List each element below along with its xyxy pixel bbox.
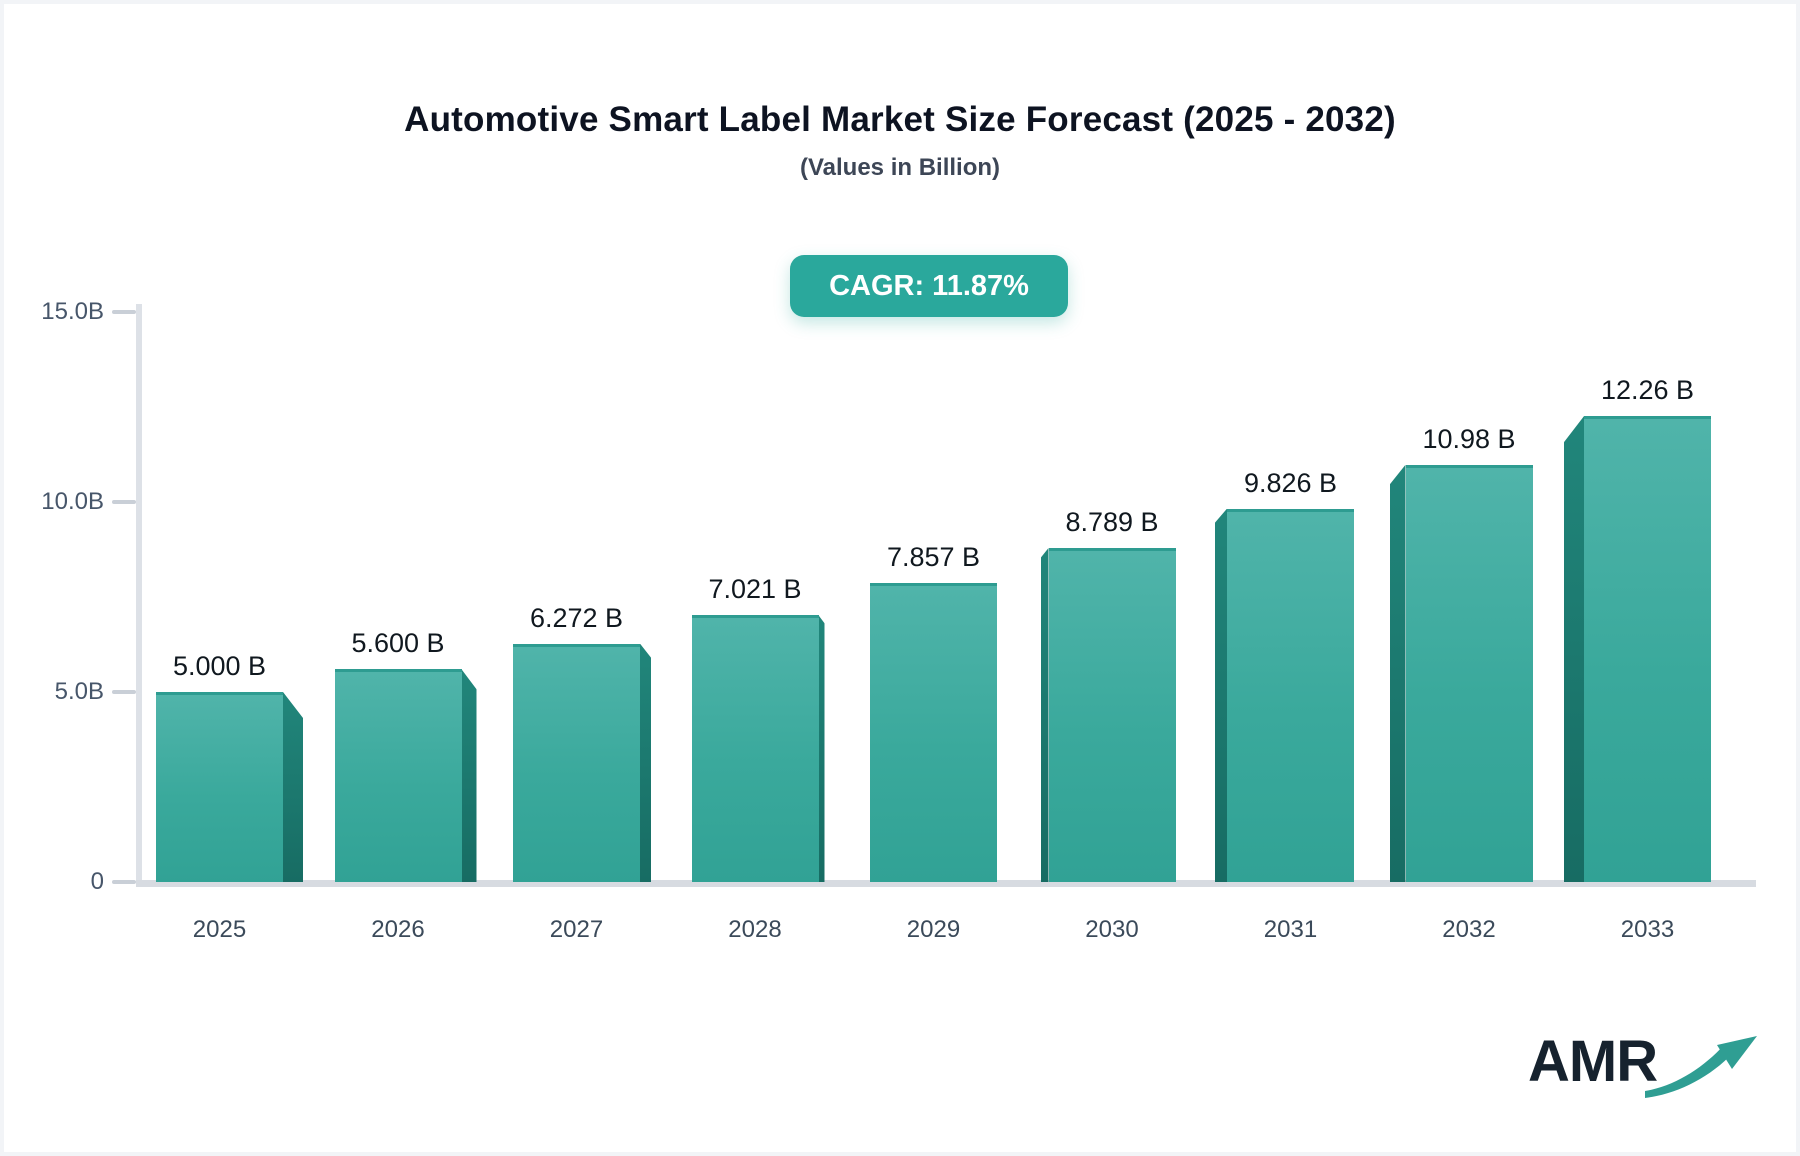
bar-3d-side bbox=[1389, 464, 1406, 882]
bar-3d-side bbox=[1040, 548, 1049, 882]
x-tick-label-2025: 2025 bbox=[192, 916, 247, 943]
bar-2031 bbox=[1227, 508, 1354, 882]
x-tick-label-2032: 2032 bbox=[1442, 916, 1496, 943]
bar-value-label: 6.272 B bbox=[529, 602, 624, 633]
x-tick-label-2028: 2028 bbox=[728, 916, 782, 943]
y-tick-label: 15.0B bbox=[41, 298, 104, 325]
y-tick-label: 0 bbox=[90, 868, 104, 895]
x-tick-label-2026: 2026 bbox=[371, 916, 425, 943]
bar-2025 bbox=[156, 692, 283, 882]
y-tick-mark bbox=[112, 310, 136, 314]
y-tick-mark bbox=[112, 500, 136, 504]
x-tick-label-2031: 2031 bbox=[1263, 916, 1318, 943]
x-tick-label-2030: 2030 bbox=[1085, 916, 1139, 943]
bar-value-label: 12.26 B bbox=[1600, 375, 1695, 406]
bar-value-label: 7.021 B bbox=[708, 574, 802, 605]
y-axis-line bbox=[136, 304, 142, 887]
bar-2033 bbox=[1584, 416, 1711, 882]
bar-3d-side bbox=[1215, 508, 1227, 882]
x-tick-label-2033: 2033 bbox=[1620, 916, 1675, 943]
amr-logo: AMR bbox=[1528, 1030, 1763, 1108]
bar-3d-side bbox=[283, 692, 303, 882]
bar-2030 bbox=[1048, 548, 1176, 882]
bar-value-label: 10.98 B bbox=[1422, 423, 1516, 454]
bar-chart-plot-area: 15.0B 10.0B 5.0B 0 5.000 B 5.600 B 6.272 B 7.0… bbox=[4, 4, 1796, 1152]
x-tick-label-2027: 2027 bbox=[549, 916, 604, 943]
chart-subtitle: (Values in Billion) bbox=[799, 154, 1001, 181]
y-tick-mark bbox=[112, 880, 136, 884]
y-tick-mark bbox=[112, 690, 136, 694]
chart-title: Automotive Smart Label Market Size Forec… bbox=[404, 100, 1396, 139]
bar-3d-side bbox=[818, 615, 825, 882]
bar-value-label: 7.857 B bbox=[886, 542, 981, 573]
bar-2026 bbox=[334, 669, 462, 882]
bar-2032 bbox=[1405, 464, 1533, 882]
bar-2027 bbox=[513, 643, 640, 882]
bar-2028 bbox=[691, 615, 819, 882]
upward-trend-arrow-icon bbox=[1645, 1036, 1758, 1098]
bar-2029 bbox=[870, 583, 997, 882]
cagr-badge: CAGR: 11.87% bbox=[790, 255, 1068, 317]
amr-logo-text: AMR bbox=[1528, 1029, 1658, 1094]
y-tick-label: 10.0B bbox=[41, 488, 104, 515]
bar-3d-side bbox=[640, 643, 651, 882]
bar-value-label: 5.600 B bbox=[351, 628, 445, 659]
x-axis-baseline bbox=[136, 880, 1756, 887]
bar-3d-side bbox=[1564, 416, 1584, 882]
bar-3d-side bbox=[461, 669, 477, 882]
y-tick-label: 5.0B bbox=[54, 678, 104, 705]
x-tick-label-2029: 2029 bbox=[906, 916, 961, 943]
bar-value-label: 5.000 B bbox=[172, 651, 267, 681]
bar-value-label: 9.826 B bbox=[1243, 467, 1338, 498]
bar-value-label: 8.789 B bbox=[1065, 507, 1159, 538]
